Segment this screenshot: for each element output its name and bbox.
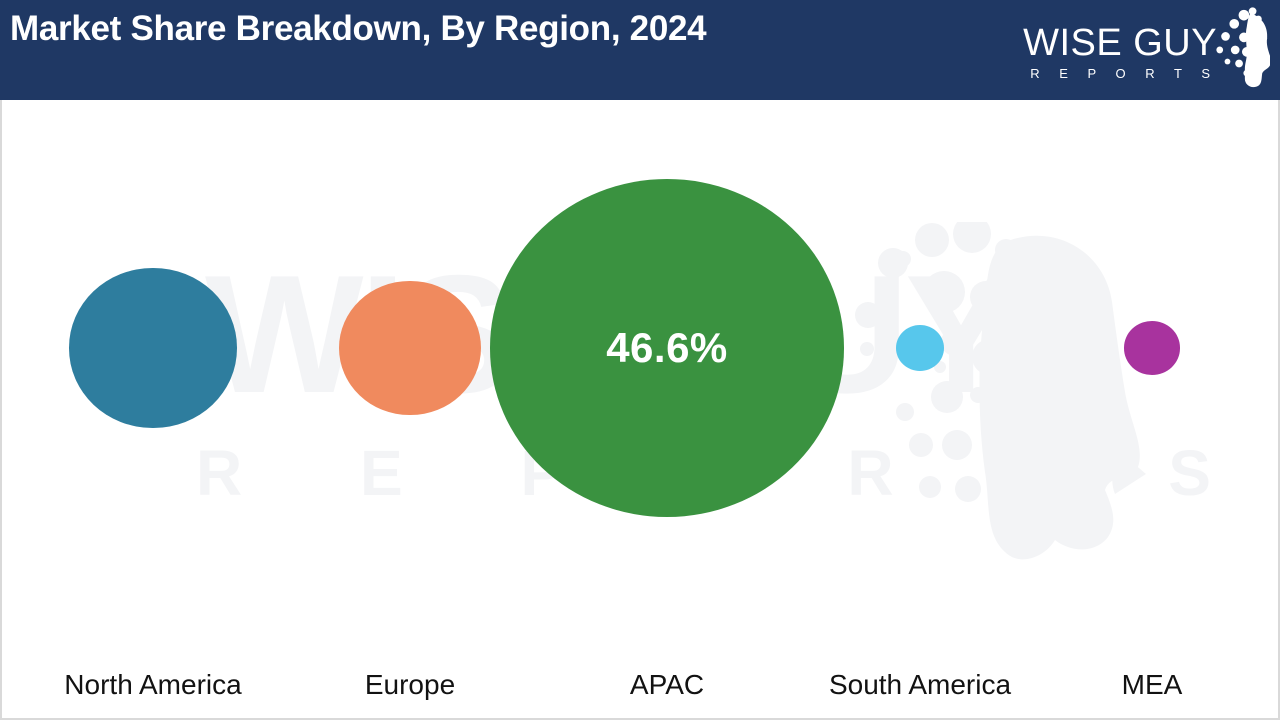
bubble-south-america	[895, 324, 945, 372]
bubble-north-america	[69, 268, 237, 428]
category-label-apac: APAC	[629, 669, 705, 700]
bubble-value-label: 46.6%	[606, 323, 728, 371]
bubble-apac: 46.6%	[489, 179, 845, 517]
category-label-mea: MEA	[1121, 669, 1183, 700]
brand-subtitle: R E P O R T S	[1030, 66, 1218, 81]
brand-logo-text: WISE GUY R E P O R T S	[1022, 24, 1218, 81]
category-label-europe: Europe	[364, 669, 456, 700]
category-label-north-america: North America	[64, 669, 242, 700]
watermark-face-icon	[855, 222, 1146, 560]
category-label-south-america: South America	[828, 669, 1012, 700]
bubble-europe	[339, 280, 481, 416]
brand-name: WISE GUY	[1023, 22, 1218, 64]
header-bar: Market Share Breakdown, By Region, 2024 …	[0, 0, 1280, 100]
bubble-mea	[1123, 321, 1181, 375]
brand-face-icon	[1216, 7, 1270, 88]
brand-logo: WISE GUY R E P O R T S	[1022, 4, 1270, 92]
page-title: Market Share Breakdown, By Region, 2024	[10, 9, 707, 48]
